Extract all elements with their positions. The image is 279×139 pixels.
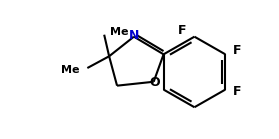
Text: F: F	[233, 44, 241, 57]
Text: Me: Me	[110, 27, 129, 37]
Text: N: N	[129, 29, 139, 42]
Text: Me: Me	[61, 65, 80, 75]
Text: F: F	[178, 24, 187, 37]
Text: F: F	[233, 85, 241, 98]
Text: O: O	[149, 76, 160, 89]
